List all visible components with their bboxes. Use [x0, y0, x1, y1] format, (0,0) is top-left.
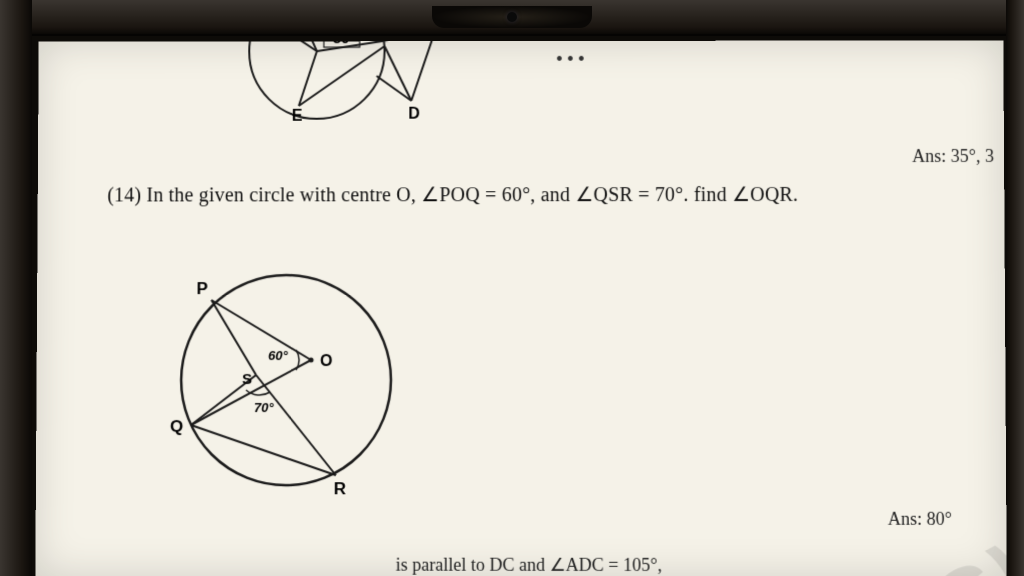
angle-60-label: 60°	[268, 348, 288, 363]
page: 50° E C D ••• Ans: 35°, 3 (14) In the gi…	[35, 40, 1006, 576]
screen-content: 50° E C D ••• Ans: 35°, 3 (14) In the gi…	[35, 40, 1006, 576]
label-Q: Q	[170, 417, 183, 436]
question-number: (14)	[107, 185, 141, 207]
figure-circle-poqr: P O S Q R 60° 70°	[156, 250, 417, 510]
question-14: (14) In the given circle with centre O, …	[107, 182, 798, 207]
label-R: R	[334, 479, 346, 498]
label-S: S	[242, 371, 252, 388]
label-D: D	[408, 106, 420, 123]
partial-text-bottom: is parallel to DC and ∠ADC = 105°,	[396, 555, 662, 576]
monitor-frame: 50° E C D ••• Ans: 35°, 3 (14) In the gi…	[0, 0, 1024, 576]
monitor-bezel-left	[0, 0, 32, 576]
label-O: O	[320, 353, 332, 370]
figure-top-partial: 50° E C D	[237, 40, 496, 140]
ellipsis-icon: •••	[556, 49, 589, 72]
angle-50-label: 50°	[333, 40, 356, 47]
label-E: E	[292, 108, 303, 125]
monitor-bezel-top	[0, 0, 1024, 36]
watermark: emy (BS)	[638, 526, 1007, 576]
camera-dot	[507, 12, 517, 22]
question-text: In the given circle with centre O, ∠POQ …	[146, 184, 798, 206]
label-P: P	[197, 279, 208, 298]
monitor-bezel-right	[1006, 0, 1024, 576]
angle-70-label: 70°	[254, 400, 274, 415]
answer-top: Ans: 35°, 3	[912, 146, 994, 167]
answer-bottom: Ans: 80°	[888, 509, 952, 530]
